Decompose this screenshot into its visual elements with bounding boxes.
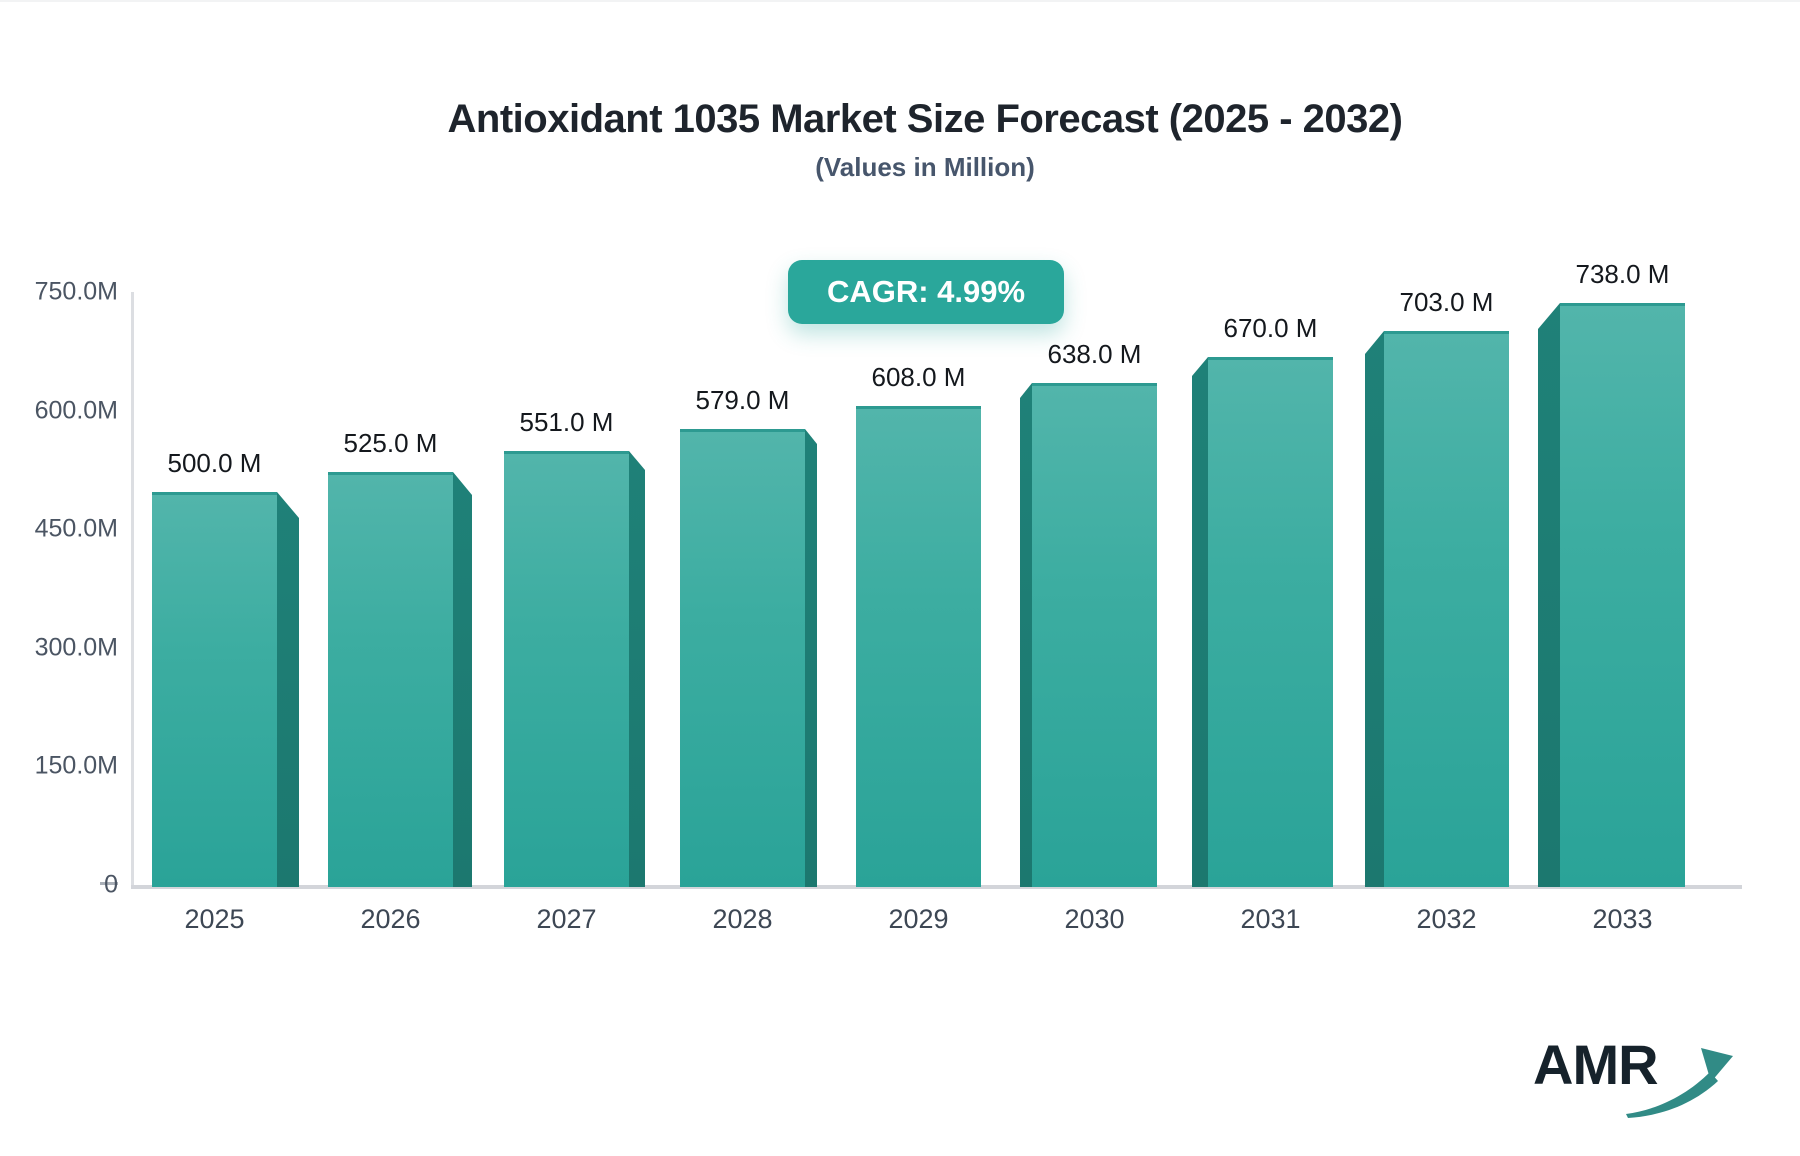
bar-side-2030 <box>1020 383 1032 887</box>
bar-value-label: 608.0 M <box>871 362 966 392</box>
bar-2026[interactable] <box>328 472 453 887</box>
bar-value-label: 738.0 M <box>1575 259 1670 289</box>
bar-value-label: 500.0 M <box>167 448 262 478</box>
x-axis-category-label: 2030 <box>1064 904 1125 934</box>
x-axis-category-label: 2033 <box>1592 904 1653 934</box>
amr-logo: AMR <box>1533 1032 1733 1122</box>
bar-value-label: 703.0 M <box>1399 287 1494 317</box>
bar-side-2028 <box>805 429 817 887</box>
bar-2027[interactable] <box>504 451 629 887</box>
growth-arrow-icon <box>1626 1048 1733 1118</box>
bar-value-label: 670.0 M <box>1223 313 1318 343</box>
x-axis-category-label: 2028 <box>712 904 773 934</box>
bar-side-2033 <box>1538 303 1560 887</box>
bar-2031[interactable] <box>1208 357 1333 887</box>
bar-side-2025 <box>277 492 299 887</box>
y-axis-tick-label: 300.0M <box>34 633 118 662</box>
bar-value-label: 638.0 M <box>1047 339 1142 369</box>
zero-tick-dash <box>100 882 118 885</box>
y-axis-tick-label: 150.0M <box>34 751 118 780</box>
y-axis-line <box>131 292 134 887</box>
bar-2033[interactable] <box>1560 303 1685 887</box>
x-axis-category-label: 2027 <box>536 904 597 934</box>
chart-subtitle: (Values in Million) <box>815 152 1035 182</box>
bar-side-2027 <box>629 451 645 887</box>
bar-value-label: 579.0 M <box>695 385 790 415</box>
bar-2025[interactable] <box>152 492 277 887</box>
bar-side-2026 <box>453 472 472 887</box>
x-axis-line <box>131 885 1742 889</box>
bar-value-label: 551.0 M <box>519 407 614 437</box>
chart-title: Antioxidant 1035 Market Size Forecast (2… <box>447 97 1403 141</box>
amr-logo-text: AMR <box>1533 1033 1659 1096</box>
bar-value-label: 525.0 M <box>343 428 438 458</box>
x-axis-category-label: 2025 <box>184 904 245 934</box>
bar-2030[interactable] <box>1032 383 1157 887</box>
y-axis-tick-label: 600.0M <box>34 396 118 425</box>
x-axis-category-label: 2029 <box>888 904 949 934</box>
x-axis-category-label: 2026 <box>360 904 421 934</box>
x-axis-category-label: 2032 <box>1416 904 1477 934</box>
bar-side-2031 <box>1192 357 1208 887</box>
x-axis-category-label: 2031 <box>1240 904 1301 934</box>
y-axis-tick-label: 750.0M <box>34 277 118 306</box>
cagr-badge: CAGR: 4.99% <box>788 260 1064 324</box>
bar-2028[interactable] <box>680 429 805 887</box>
bar-2029[interactable] <box>856 406 981 887</box>
bar-side-2032 <box>1365 331 1384 887</box>
y-axis-tick-label: 450.0M <box>34 514 118 543</box>
y-axis-tick-label: 0 <box>104 870 118 899</box>
bar-2032[interactable] <box>1384 331 1509 887</box>
